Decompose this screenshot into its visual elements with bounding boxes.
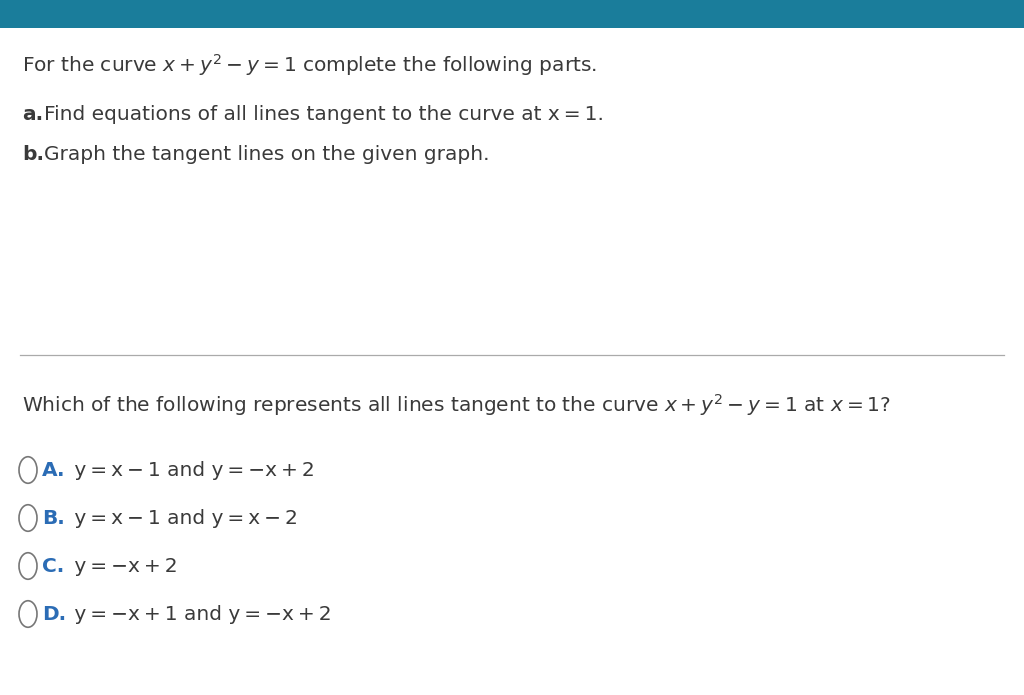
- Text: Find equations of all lines tangent to the curve at x = 1.: Find equations of all lines tangent to t…: [44, 106, 604, 124]
- Text: D.: D.: [42, 605, 67, 623]
- Text: y = x − 1 and y = −x + 2: y = x − 1 and y = −x + 2: [68, 461, 314, 480]
- Text: C.: C.: [42, 557, 65, 575]
- Text: A.: A.: [42, 461, 66, 480]
- Text: b.: b.: [22, 145, 44, 165]
- Text: y = −x + 2: y = −x + 2: [68, 557, 177, 575]
- Text: Graph the tangent lines on the given graph.: Graph the tangent lines on the given gra…: [44, 145, 489, 165]
- Text: y = x − 1 and y = x − 2: y = x − 1 and y = x − 2: [68, 509, 298, 528]
- Text: y = −x + 1 and y = −x + 2: y = −x + 1 and y = −x + 2: [68, 605, 332, 623]
- Text: Which of the following represents all lines tangent to the curve $x+y^2-y=1$ at : Which of the following represents all li…: [22, 392, 891, 418]
- Bar: [0, 0, 1024, 28]
- Text: B.: B.: [42, 509, 65, 528]
- Text: For the curve $x+y^2-y=1$ complete the following parts.: For the curve $x+y^2-y=1$ complete the f…: [22, 52, 597, 78]
- Text: a.: a.: [22, 106, 43, 124]
